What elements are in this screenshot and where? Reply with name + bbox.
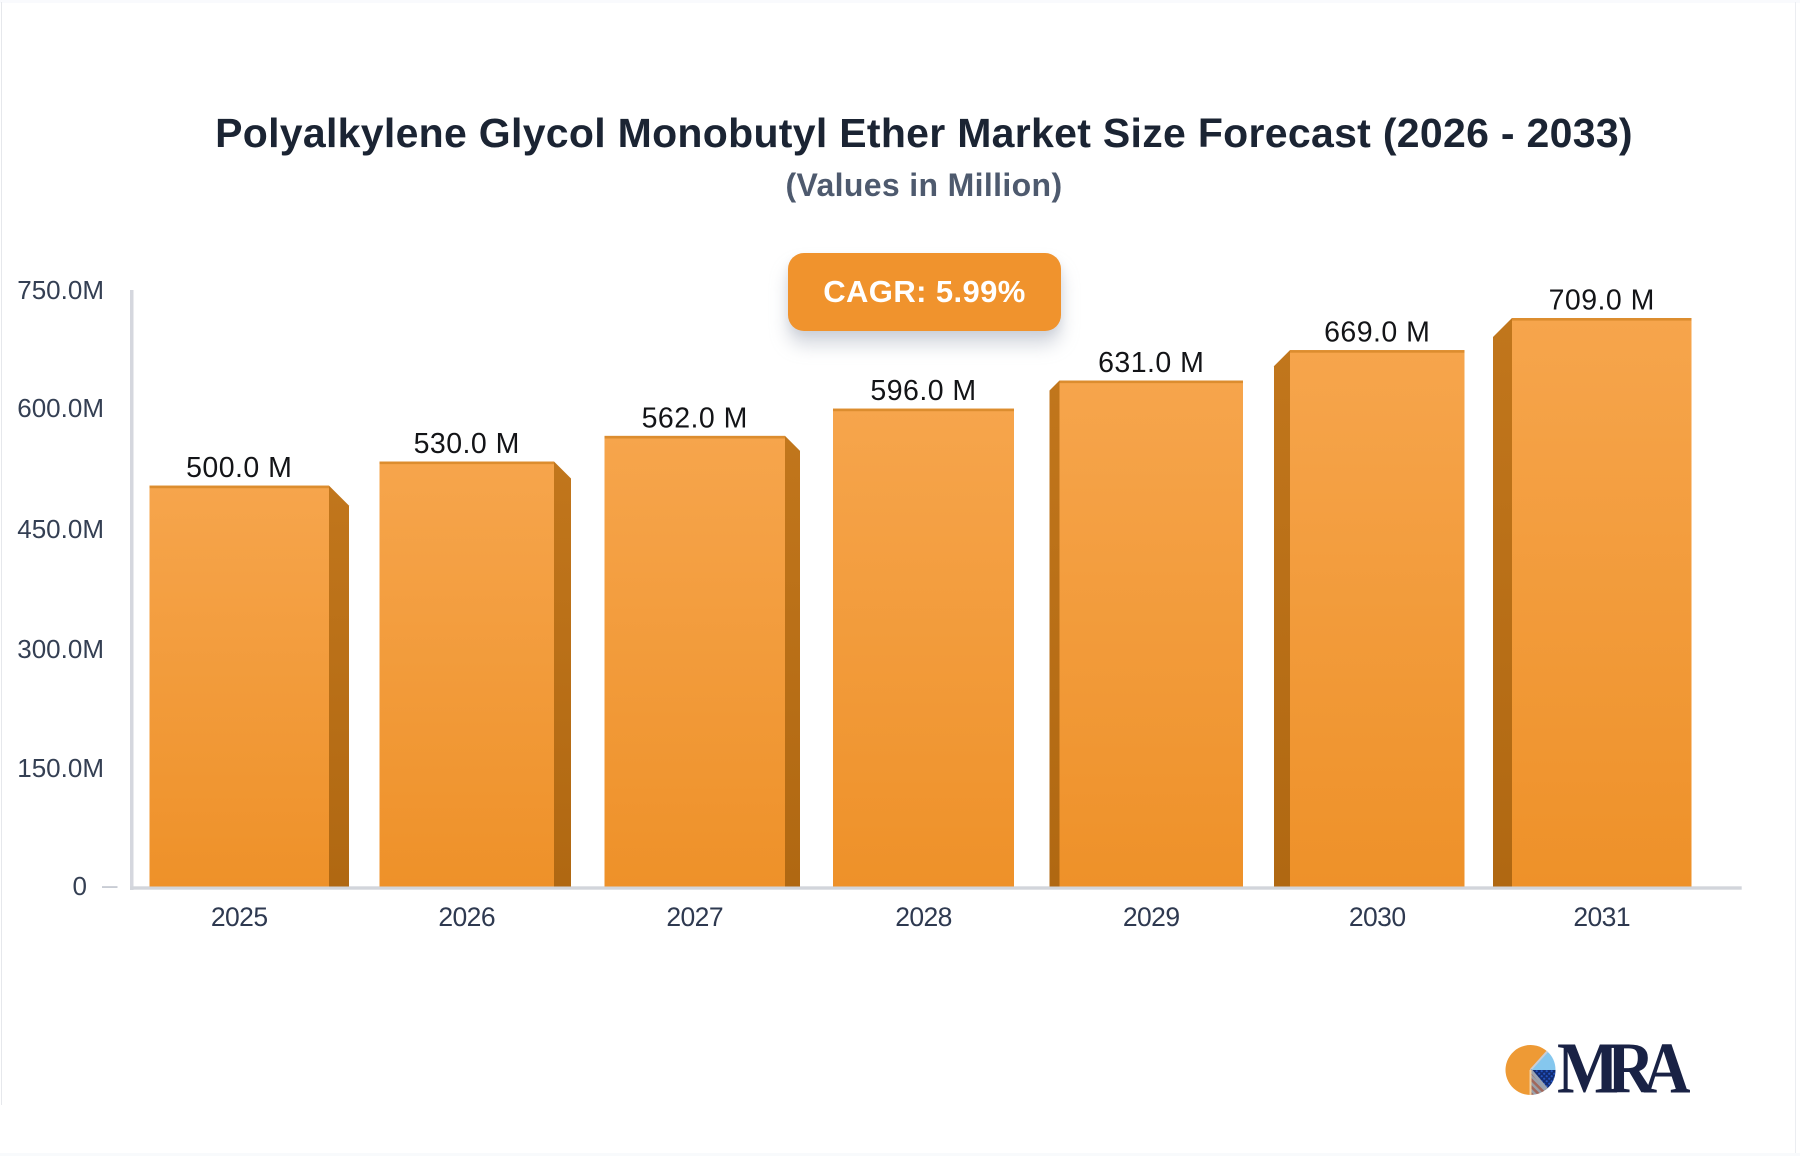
svg-text:150.0M: 150.0M [17,753,104,783]
svg-text:530.0 M: 530.0 M [414,428,520,460]
svg-text:450.0M: 450.0M [17,514,104,544]
svg-text:2026: 2026 [438,902,495,932]
svg-text:500.0 M: 500.0 M [186,452,292,484]
svg-text:2028: 2028 [895,902,952,932]
svg-text:300.0M: 300.0M [17,634,104,664]
svg-text:2030: 2030 [1349,902,1406,932]
svg-text:0: 0 [73,871,87,901]
svg-text:2031: 2031 [1573,902,1630,932]
svg-text:562.0 M: 562.0 M [642,402,748,434]
svg-text:709.0 M: 709.0 M [1549,285,1655,317]
svg-text:750.0M: 750.0M [17,275,104,305]
svg-text:596.0 M: 596.0 M [870,375,976,407]
svg-text:669.0 M: 669.0 M [1324,317,1430,349]
svg-text:600.0M: 600.0M [17,393,104,423]
svg-text:MRA: MRA [1557,1028,1690,1109]
svg-text:631.0 M: 631.0 M [1098,347,1204,379]
svg-text:2029: 2029 [1123,902,1180,932]
svg-text:2027: 2027 [666,902,723,932]
svg-text:2025: 2025 [211,902,268,932]
